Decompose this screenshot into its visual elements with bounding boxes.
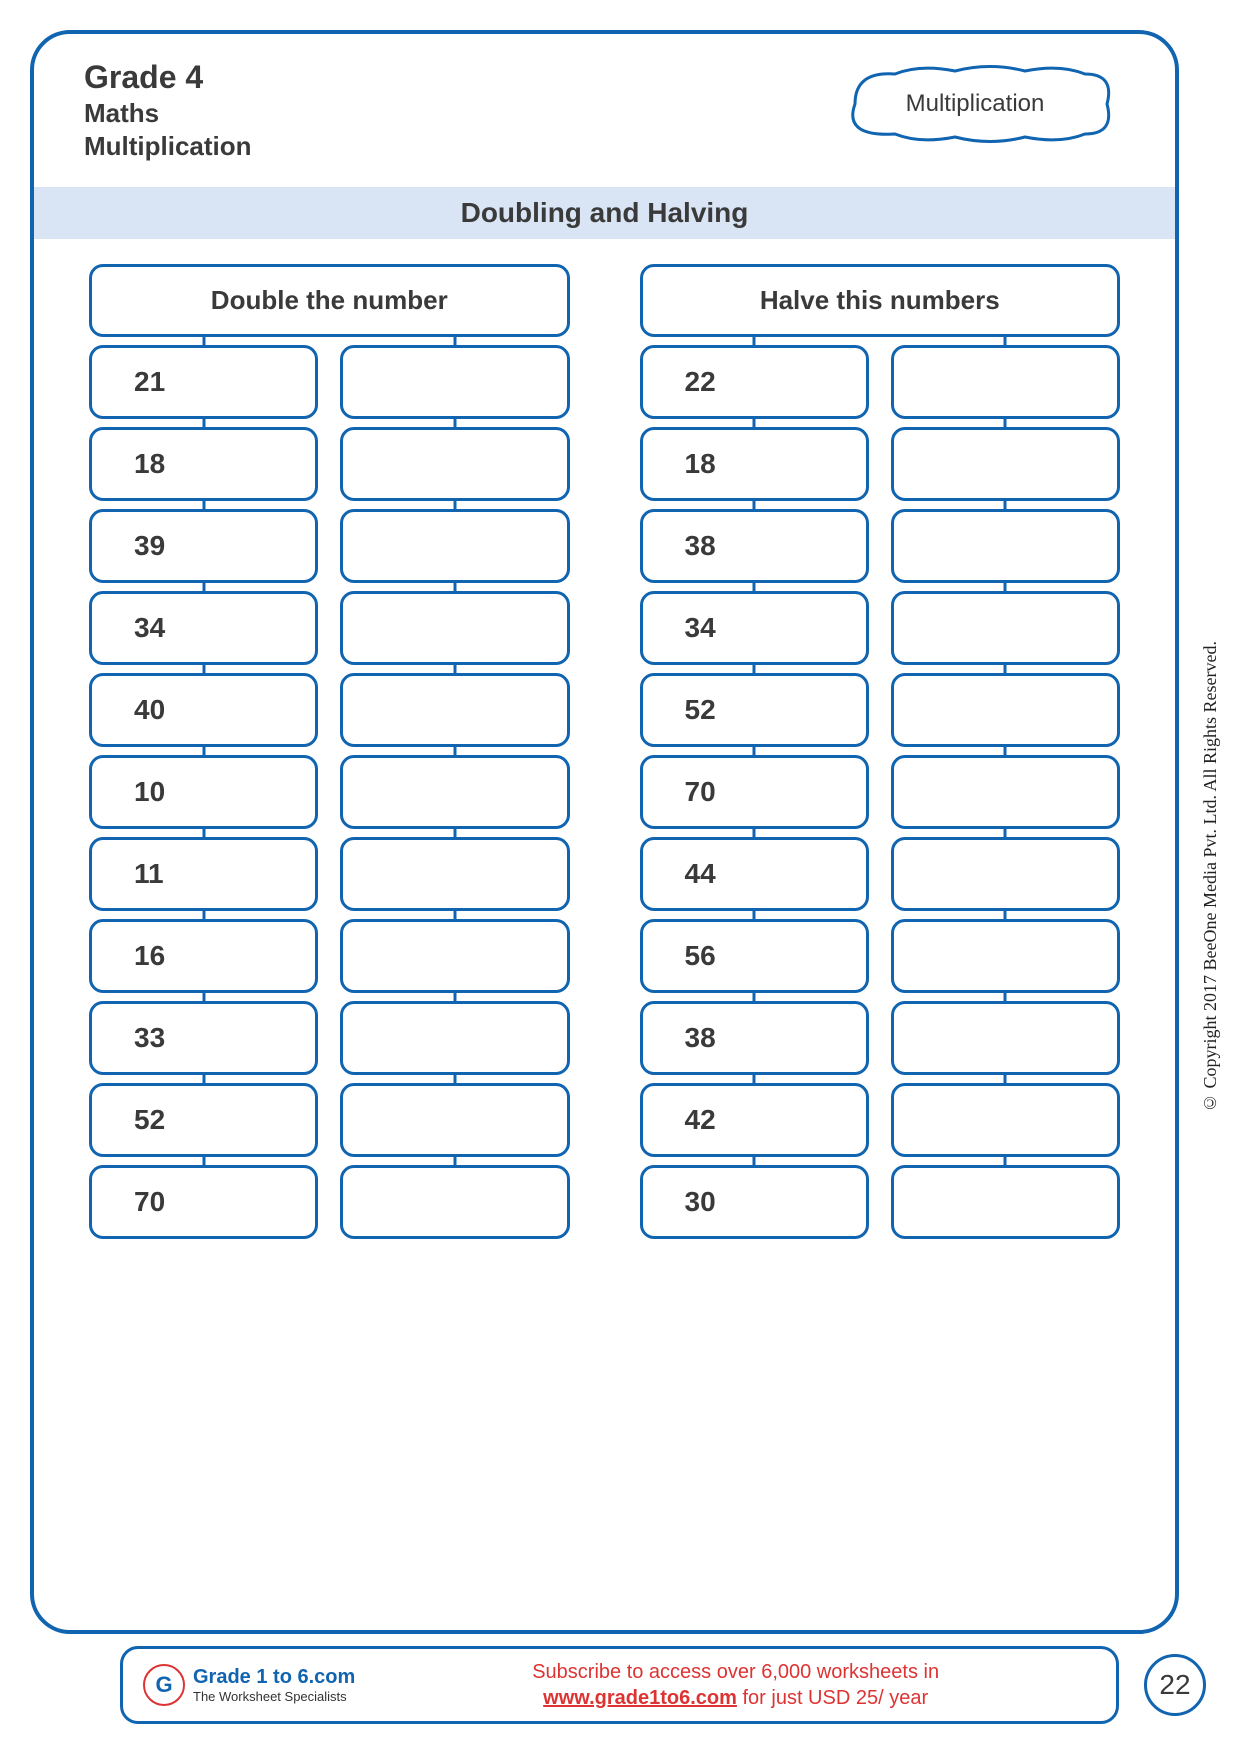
halve-answer-cell[interactable] <box>891 345 1120 419</box>
halve-row: 56 <box>640 919 1121 993</box>
double-value-cell: 18 <box>89 427 318 501</box>
halve-value-cell: 70 <box>640 755 869 829</box>
halve-answer-cell[interactable] <box>891 919 1120 993</box>
double-answer-cell[interactable] <box>340 509 569 583</box>
subscribe-suffix: for just USD 25/ year <box>737 1687 928 1709</box>
halve-value-cell: 34 <box>640 591 869 665</box>
double-row: 40 <box>89 673 570 747</box>
double-value-cell: 21 <box>89 345 318 419</box>
double-value-cell: 34 <box>89 591 318 665</box>
double-value-cell: 39 <box>89 509 318 583</box>
double-answer-cell[interactable] <box>340 1165 569 1239</box>
halve-value-cell: 30 <box>640 1165 869 1239</box>
footer-logo: G Grade 1 to 6.com The Worksheet Special… <box>143 1664 355 1706</box>
double-answer-cell[interactable] <box>340 919 569 993</box>
halve-answer-cell[interactable] <box>891 673 1120 747</box>
halve-value-cell: 18 <box>640 427 869 501</box>
halve-value-cell: 38 <box>640 509 869 583</box>
double-answer-cell[interactable] <box>340 591 569 665</box>
right-column: Halve this numbers 22 18 38 34 52 70 44 56 38 42 3… <box>640 264 1121 1247</box>
halve-row: 42 <box>640 1083 1121 1157</box>
halve-row: 44 <box>640 837 1121 911</box>
halve-value-cell: 52 <box>640 673 869 747</box>
double-row: 10 <box>89 755 570 829</box>
double-answer-cell[interactable] <box>340 345 569 419</box>
logo-tagline: The Worksheet Specialists <box>193 1689 355 1704</box>
halve-row: 34 <box>640 591 1121 665</box>
double-value-cell: 70 <box>89 1165 318 1239</box>
halve-value-cell: 44 <box>640 837 869 911</box>
badge-text: Multiplication <box>825 59 1125 149</box>
halve-answer-cell[interactable] <box>891 1083 1120 1157</box>
double-answer-cell[interactable] <box>340 755 569 829</box>
halve-answer-cell[interactable] <box>891 837 1120 911</box>
double-answer-cell[interactable] <box>340 427 569 501</box>
halve-row: 52 <box>640 673 1121 747</box>
halve-row: 22 <box>640 345 1121 419</box>
halve-value-cell: 38 <box>640 1001 869 1075</box>
topic-badge: Multiplication <box>825 59 1125 149</box>
double-value-cell: 11 <box>89 837 318 911</box>
page-number: 22 <box>1144 1654 1206 1716</box>
logo-text: Grade 1 to 6.com The Worksheet Specialis… <box>193 1666 355 1704</box>
header-left: Grade 4 Maths Multiplication <box>84 59 252 162</box>
grade-label: Grade 4 <box>84 59 252 96</box>
double-row: 21 <box>89 345 570 419</box>
double-row: 18 <box>89 427 570 501</box>
halve-row: 18 <box>640 427 1121 501</box>
double-value-cell: 33 <box>89 1001 318 1075</box>
topic-label: Multiplication <box>84 131 252 162</box>
halve-row: 70 <box>640 755 1121 829</box>
halve-row: 38 <box>640 509 1121 583</box>
double-row: 39 <box>89 509 570 583</box>
left-column-header: Double the number <box>89 264 570 337</box>
logo-brand: Grade 1 to 6.com <box>193 1666 355 1689</box>
halve-row: 30 <box>640 1165 1121 1239</box>
double-answer-cell[interactable] <box>340 1001 569 1075</box>
double-value-cell: 40 <box>89 673 318 747</box>
halve-value-cell: 56 <box>640 919 869 993</box>
halve-answer-cell[interactable] <box>891 591 1120 665</box>
halve-answer-cell[interactable] <box>891 755 1120 829</box>
footer-bar: G Grade 1 to 6.com The Worksheet Special… <box>120 1646 1119 1724</box>
logo-icon: G <box>143 1664 185 1706</box>
halve-answer-cell[interactable] <box>891 509 1120 583</box>
worksheet-frame: Grade 4 Maths Multiplication Multiplicat… <box>30 30 1179 1634</box>
double-row: 34 <box>89 591 570 665</box>
copyright-text: © Copyright 2017 BeeOne Media Pvt. Ltd. … <box>1200 641 1221 1113</box>
halve-value-cell: 42 <box>640 1083 869 1157</box>
double-row: 11 <box>89 837 570 911</box>
subscribe-message: Subscribe to access over 6,000 worksheet… <box>375 1659 1096 1711</box>
columns-container: Double the number 21 18 39 34 40 10 11 16 33 52 70… <box>34 264 1175 1247</box>
subscribe-line1: Subscribe to access over 6,000 worksheet… <box>532 1661 939 1683</box>
halve-value-cell: 22 <box>640 345 869 419</box>
subject-label: Maths <box>84 98 252 129</box>
double-row: 16 <box>89 919 570 993</box>
double-answer-cell[interactable] <box>340 1083 569 1157</box>
double-row: 52 <box>89 1083 570 1157</box>
double-answer-cell[interactable] <box>340 673 569 747</box>
double-row: 70 <box>89 1165 570 1239</box>
halve-answer-cell[interactable] <box>891 1001 1120 1075</box>
subscribe-link[interactable]: www.grade1to6.com <box>543 1687 737 1709</box>
halve-row: 38 <box>640 1001 1121 1075</box>
halve-answer-cell[interactable] <box>891 427 1120 501</box>
double-row: 33 <box>89 1001 570 1075</box>
header: Grade 4 Maths Multiplication Multiplicat… <box>34 34 1175 177</box>
double-value-cell: 52 <box>89 1083 318 1157</box>
double-answer-cell[interactable] <box>340 837 569 911</box>
double-value-cell: 10 <box>89 755 318 829</box>
worksheet-title: Doubling and Halving <box>34 187 1175 239</box>
double-value-cell: 16 <box>89 919 318 993</box>
right-column-header: Halve this numbers <box>640 264 1121 337</box>
left-column: Double the number 21 18 39 34 40 10 11 16 33 52 70 <box>89 264 570 1247</box>
halve-answer-cell[interactable] <box>891 1165 1120 1239</box>
